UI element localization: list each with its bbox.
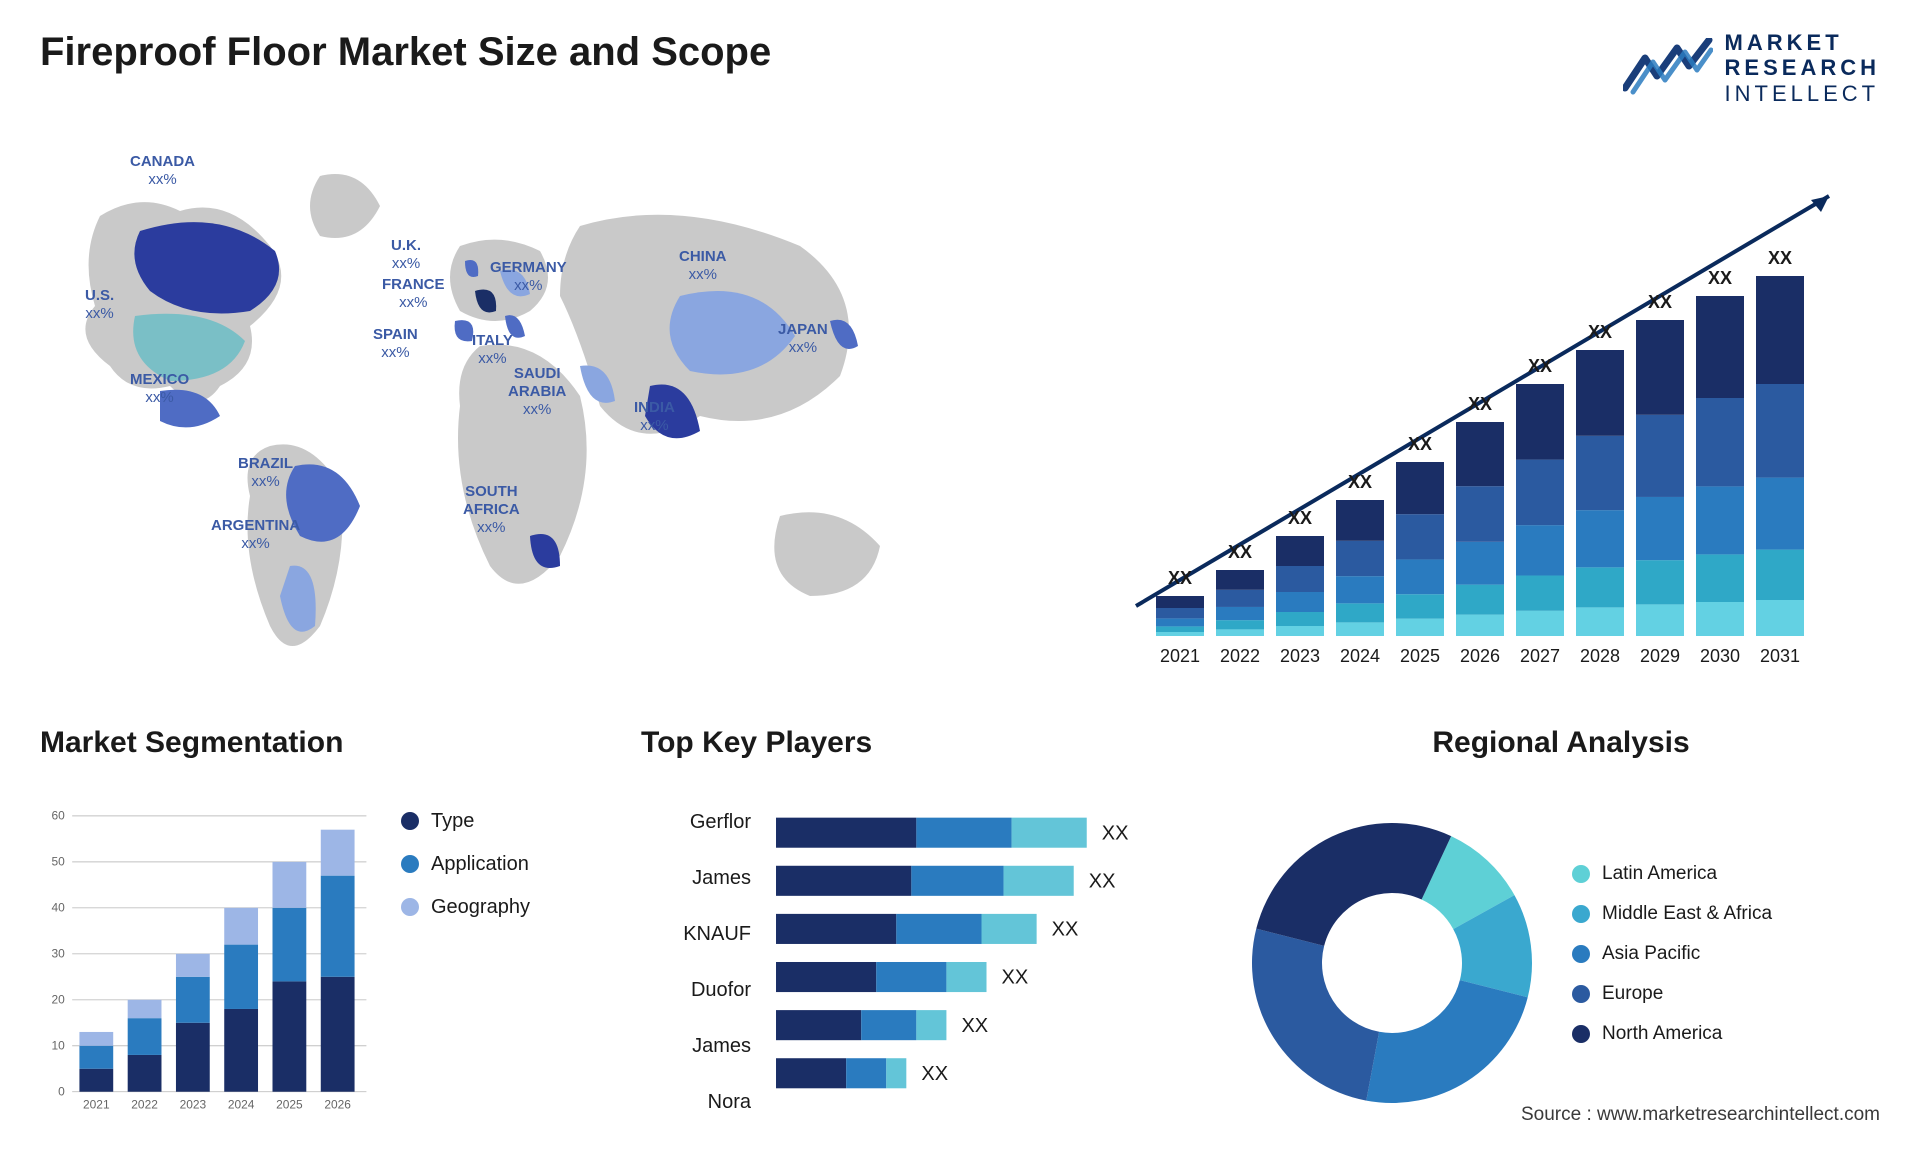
svg-text:2028: 2028 <box>1580 646 1620 666</box>
svg-text:0: 0 <box>58 1084 65 1098</box>
regional-panel: Regional Analysis Latin America Middle Ea… <box>1242 726 1880 1146</box>
logo-line3: INTELLECT <box>1725 81 1880 106</box>
logo-line1: MARKET <box>1725 30 1880 55</box>
svg-text:2022: 2022 <box>131 1097 158 1111</box>
svg-text:2030: 2030 <box>1700 646 1740 666</box>
map-label: SOUTHAFRICAxx% <box>463 483 520 537</box>
logo-line2: RESEARCH <box>1725 55 1880 80</box>
logo-text: MARKET RESEARCH INTELLECT <box>1725 30 1880 106</box>
player-name: Nora <box>641 1091 751 1114</box>
svg-text:XX: XX <box>961 1015 988 1037</box>
world-map-panel: CANADAxx% U.S.xx% MEXICOxx% BRAZILxx% ARGENT… <box>40 136 940 696</box>
legend-item: North America <box>1572 1023 1880 1045</box>
map-label: CANADAxx% <box>130 153 195 189</box>
world-map-svg <box>40 136 940 696</box>
svg-text:XX: XX <box>1528 356 1552 376</box>
players-panel: Top Key Players Gerflor James KNAUF Duofor J… <box>641 726 1192 1146</box>
svg-text:20: 20 <box>52 992 66 1006</box>
map-label: SAUDIARABIAxx% <box>508 365 566 419</box>
map-label: INDIAxx% <box>634 399 675 435</box>
map-label: GERMANYxx% <box>490 259 567 295</box>
segmentation-title: Market Segmentation <box>40 726 591 760</box>
segmentation-panel: Market Segmentation 0 10 20 30 40 50 60 2021 202… <box>40 726 591 1146</box>
svg-text:XX: XX <box>1288 508 1312 528</box>
bottom-row: Market Segmentation 0 10 20 30 40 50 60 2021 202… <box>40 726 1880 1146</box>
svg-text:XX: XX <box>1052 918 1079 940</box>
header: Fireproof Floor Market Size and Scope MA… <box>40 30 1880 106</box>
player-name: KNAUF <box>641 923 751 946</box>
svg-text:XX: XX <box>1588 322 1612 342</box>
logo-mark-icon <box>1623 38 1713 98</box>
map-label: CHINAxx% <box>679 248 727 284</box>
regional-donut <box>1242 813 1542 1113</box>
map-label: SPAINxx% <box>373 326 418 362</box>
svg-text:2022: 2022 <box>1220 646 1260 666</box>
map-label: ITALYxx% <box>472 332 513 368</box>
map-label: BRAZILxx% <box>238 455 293 491</box>
svg-text:2031: 2031 <box>1760 646 1800 666</box>
svg-text:2026: 2026 <box>324 1097 351 1111</box>
brand-logo: MARKET RESEARCH INTELLECT <box>1623 30 1880 106</box>
players-title: Top Key Players <box>641 726 1192 760</box>
svg-text:XX: XX <box>1168 568 1192 588</box>
svg-text:60: 60 <box>52 808 66 822</box>
page-title: Fireproof Floor Market Size and Scope <box>40 30 771 75</box>
svg-text:2029: 2029 <box>1640 646 1680 666</box>
map-label: U.S.xx% <box>85 287 114 323</box>
legend-item: Europe <box>1572 983 1880 1005</box>
svg-text:XX: XX <box>1089 870 1116 892</box>
map-label: JAPANxx% <box>778 321 828 357</box>
svg-text:2025: 2025 <box>276 1097 303 1111</box>
svg-text:XX: XX <box>1648 292 1672 312</box>
growth-chart-panel: XX 2021 XX 2022 XX 2023 XX 2024 XX 2025 XX 2026 XX 20… <box>980 136 1880 696</box>
legend-item: Type <box>401 810 591 833</box>
player-name: Duofor <box>641 979 751 1002</box>
map-label: ARGENTINAxx% <box>211 517 300 553</box>
svg-text:2023: 2023 <box>1280 646 1320 666</box>
map-label: U.K.xx% <box>391 237 421 273</box>
player-name: Gerflor <box>641 811 751 834</box>
player-name: James <box>641 867 751 890</box>
svg-text:2024: 2024 <box>1340 646 1380 666</box>
svg-text:XX: XX <box>1408 434 1432 454</box>
segmentation-legend: Type Application Geography <box>401 780 591 1146</box>
svg-text:2026: 2026 <box>1460 646 1500 666</box>
svg-text:2027: 2027 <box>1520 646 1560 666</box>
regional-title: Regional Analysis <box>1242 726 1880 760</box>
segmentation-chart: 0 10 20 30 40 50 60 2021 2022 2023 2024 2025 2026 <box>40 780 371 1146</box>
svg-text:30: 30 <box>52 946 66 960</box>
svg-text:2025: 2025 <box>1400 646 1440 666</box>
svg-text:2021: 2021 <box>83 1097 110 1111</box>
map-label: FRANCExx% <box>382 276 445 312</box>
map-label: MEXICOxx% <box>130 371 189 407</box>
svg-text:10: 10 <box>52 1038 66 1052</box>
legend-item: Application <box>401 853 591 876</box>
svg-text:XX: XX <box>1768 248 1792 268</box>
svg-text:40: 40 <box>52 900 66 914</box>
svg-text:XX: XX <box>1348 472 1372 492</box>
svg-text:XX: XX <box>1002 967 1029 989</box>
svg-text:XX: XX <box>921 1063 948 1085</box>
source-label: Source : www.marketresearchintellect.com <box>1521 1104 1880 1126</box>
svg-text:XX: XX <box>1708 268 1732 288</box>
legend-item: Geography <box>401 896 591 919</box>
regional-legend: Latin America Middle East & Africa Asia Pa… <box>1572 863 1880 1063</box>
top-row: CANADAxx% U.S.xx% MEXICOxx% BRAZILxx% ARGENT… <box>40 136 1880 696</box>
legend-item: Middle East & Africa <box>1572 903 1880 925</box>
svg-text:50: 50 <box>52 854 66 868</box>
players-chart: XX XX XX XX XX XX <box>771 780 1192 1146</box>
svg-text:XX: XX <box>1102 822 1129 844</box>
svg-text:2021: 2021 <box>1160 646 1200 666</box>
svg-text:2024: 2024 <box>228 1097 255 1111</box>
svg-text:XX: XX <box>1228 542 1252 562</box>
svg-text:2023: 2023 <box>180 1097 207 1111</box>
legend-item: Latin America <box>1572 863 1880 885</box>
growth-bar-chart: XX 2021 XX 2022 XX 2023 XX 2024 XX 2025 XX 2026 XX 20… <box>980 136 1880 696</box>
players-labels: Gerflor James KNAUF Duofor James Nora <box>641 780 771 1146</box>
player-name: James <box>641 1035 751 1058</box>
svg-text:XX: XX <box>1468 394 1492 414</box>
legend-item: Asia Pacific <box>1572 943 1880 965</box>
